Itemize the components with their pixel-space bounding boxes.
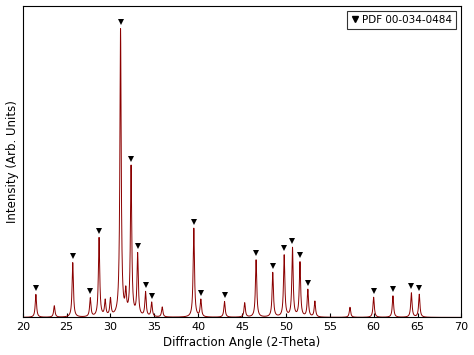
Y-axis label: Intensity (Arb. Units): Intensity (Arb. Units)	[6, 100, 18, 223]
X-axis label: Diffraction Angle (2-Theta): Diffraction Angle (2-Theta)	[164, 337, 321, 349]
Legend: PDF 00-034-0484: PDF 00-034-0484	[347, 11, 456, 29]
